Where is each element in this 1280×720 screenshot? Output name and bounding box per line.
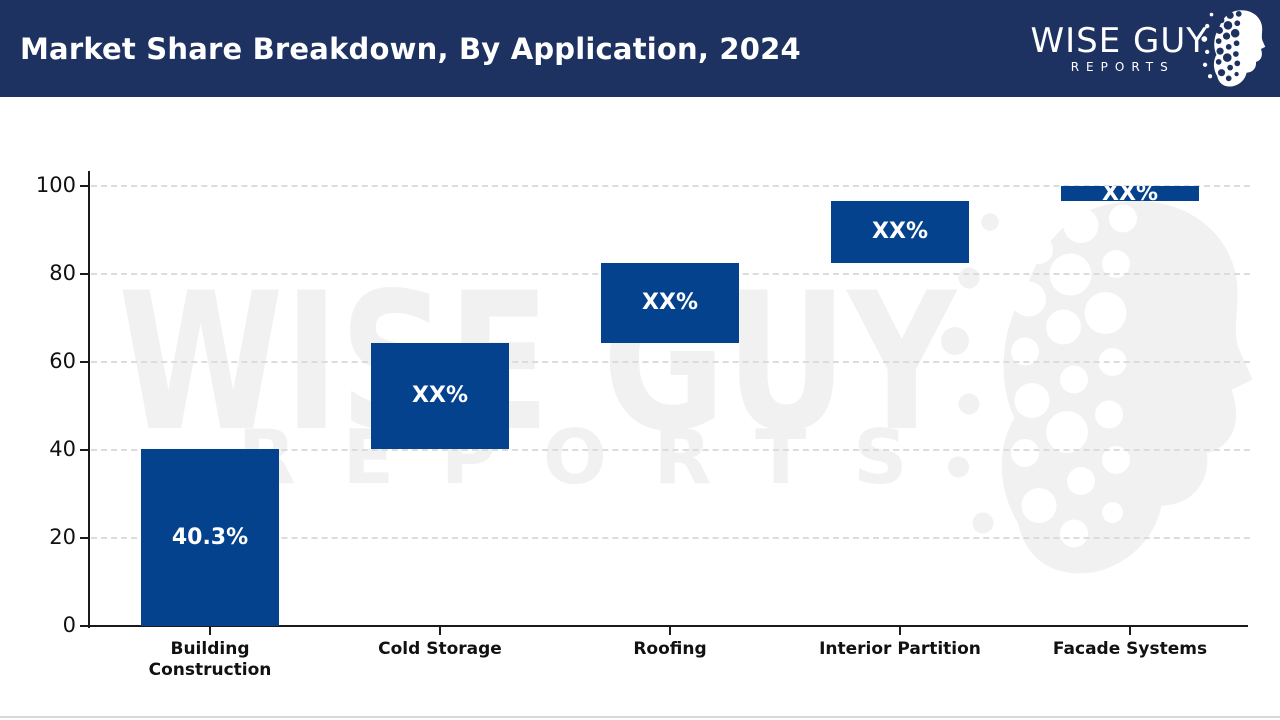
- header-band: Market Share Breakdown, By Application, …: [0, 0, 1280, 97]
- x-axis-label-3: Interior Partition: [819, 639, 981, 659]
- x-axis-label-1: Cold Storage: [378, 639, 502, 659]
- gridline-60: [91, 361, 1250, 363]
- bar-value-label: XX%: [872, 219, 928, 245]
- bar-value-label: XX%: [642, 290, 698, 316]
- bar-value-label: 40.3%: [171, 524, 249, 550]
- y-tick-label-0: 0: [62, 613, 76, 637]
- wiseguy-head-logo-icon: [1201, 10, 1266, 87]
- bar-segment: XX%: [1061, 186, 1199, 201]
- bar-value-label: XX%: [1102, 186, 1158, 201]
- y-tick-mark-0: [80, 625, 88, 627]
- y-axis-spine: [88, 171, 90, 628]
- gridline-100: [91, 185, 1250, 187]
- bar-segment: XX%: [831, 200, 969, 263]
- x-tick-mark-4: [1129, 627, 1131, 635]
- bar-segment: XX%: [371, 343, 509, 449]
- bar-segment: XX%: [601, 262, 739, 344]
- gridline-20: [91, 537, 1250, 539]
- y-tick-mark-100: [80, 185, 88, 187]
- x-axis-label-0: Building Construction: [148, 639, 272, 681]
- wiseguy-logo: WISE GUY REPORTS: [1030, 6, 1272, 92]
- x-axis-label-2: Roofing: [633, 639, 707, 659]
- y-tick-mark-40: [80, 449, 88, 451]
- y-tick-label-40: 40: [49, 437, 76, 461]
- gridline-40: [91, 449, 1250, 451]
- y-tick-mark-20: [80, 537, 88, 539]
- bar-value-label: XX%: [412, 383, 468, 409]
- page-title: Market Share Breakdown, By Application, …: [20, 31, 801, 66]
- logo-wordmark: WISE GUY: [1030, 20, 1208, 61]
- y-tick-label-80: 80: [49, 261, 76, 285]
- x-tick-mark-0: [209, 627, 211, 635]
- x-axis-spine: [88, 625, 1248, 627]
- y-tick-mark-80: [80, 273, 88, 275]
- y-tick-mark-60: [80, 361, 88, 363]
- y-tick-label-100: 100: [35, 173, 76, 197]
- logo-subtitle: REPORTS: [1070, 60, 1175, 75]
- x-tick-mark-3: [899, 627, 901, 635]
- x-tick-mark-2: [669, 627, 671, 635]
- y-tick-label-20: 20: [49, 525, 76, 549]
- x-axis-label-4: Facade Systems: [1052, 639, 1208, 659]
- x-tick-mark-1: [439, 627, 441, 635]
- bar-segment: 40.3%: [141, 448, 279, 626]
- wiseguy-logo-text: WISE GUY REPORTS: [1030, 20, 1208, 75]
- y-tick-label-60: 60: [49, 349, 76, 373]
- footer-divider: [0, 716, 1280, 718]
- watermark-subtitle: REPORTS: [238, 413, 955, 501]
